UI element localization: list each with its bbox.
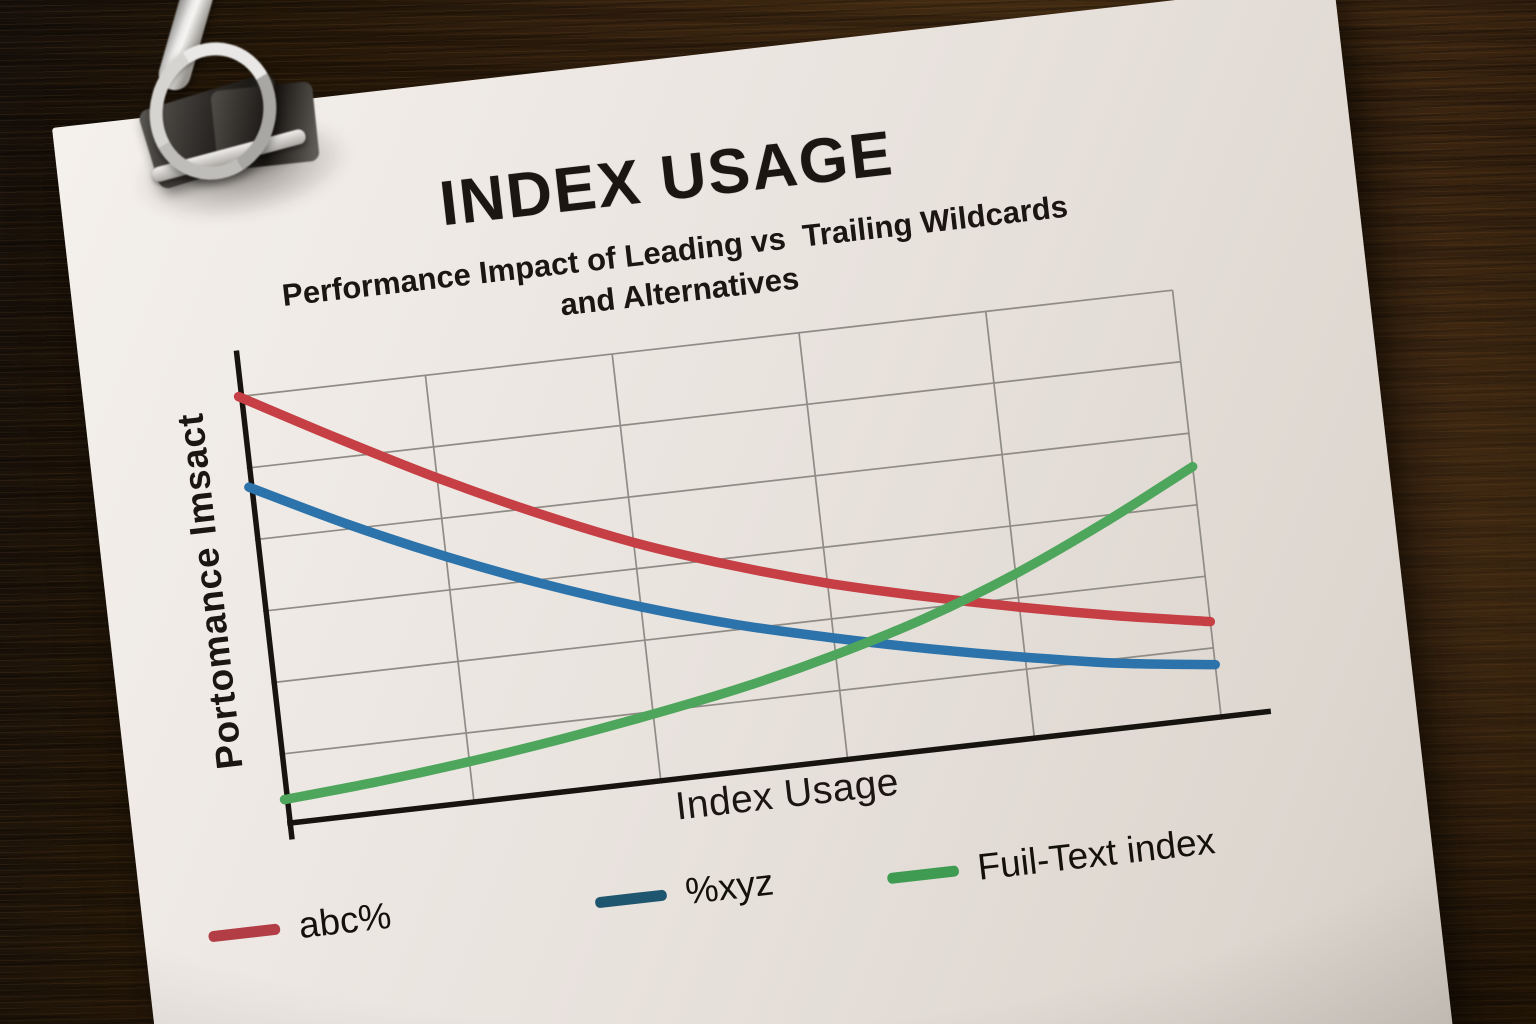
paper-sheet: INDEX USAGE Performance Impact of Leadin… [52, 0, 1476, 1024]
legend-label: %xyz [683, 861, 776, 913]
series-line-xyz [244, 482, 1220, 670]
legend-swatch [886, 864, 960, 884]
grid-line-v [424, 375, 476, 805]
grid-lines [238, 289, 1223, 805]
legend-swatch [207, 922, 281, 942]
line-chart-plot [233, 289, 1272, 840]
series-line-fuil-text-index [279, 461, 1198, 805]
legend-item-fuil-text-index: Fuil-Text index [885, 818, 1218, 901]
x-axis-spine [286, 708, 1272, 827]
grid-line-v [984, 311, 1036, 741]
legend-swatch [594, 888, 668, 908]
legend-label: Fuil-Text index [975, 820, 1217, 888]
grid-line-h [238, 289, 1173, 398]
grid-line-v [1171, 290, 1223, 720]
legend-item-abc: abc% [206, 893, 394, 959]
grid-line-h [246, 360, 1181, 469]
grid-line-v [798, 332, 849, 763]
grid-line-h [262, 503, 1198, 613]
grid-line-h [254, 432, 1189, 541]
series-lines [233, 391, 1220, 805]
y-axis-spine [233, 350, 295, 840]
grid-line-h [279, 647, 1214, 756]
legend-item-xyz: %xyz [593, 859, 776, 925]
legend-label: abc% [296, 894, 394, 947]
series-line-abc [233, 391, 1216, 627]
